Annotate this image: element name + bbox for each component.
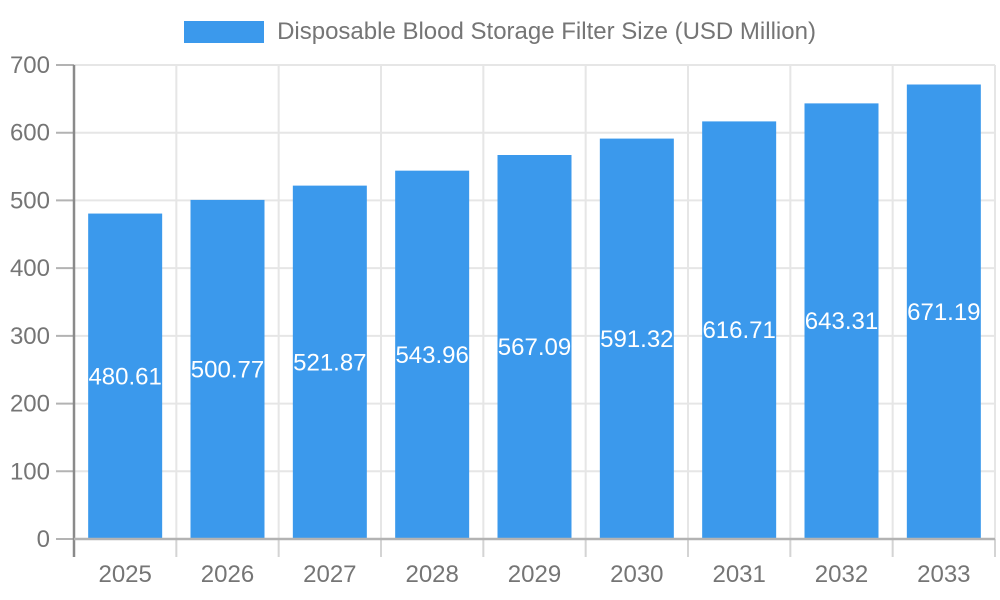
legend[interactable]: Disposable Blood Storage Filter Size (US… — [0, 0, 1000, 64]
x-tick-label: 2028 — [405, 561, 458, 588]
x-tick-label: 2033 — [917, 561, 970, 588]
y-tick-label: 200 — [10, 391, 50, 418]
bar-2029[interactable] — [497, 154, 572, 539]
x-tick-label: 2030 — [610, 561, 663, 588]
bar-2032[interactable] — [804, 103, 879, 539]
x-tick-label: 2029 — [508, 561, 561, 588]
bar-value-label: 500.77 — [191, 356, 264, 383]
bar-value-label: 521.87 — [293, 349, 366, 376]
bar-value-label: 543.96 — [395, 342, 468, 369]
x-tick-label: 2025 — [98, 561, 151, 588]
bar-value-label: 591.32 — [600, 326, 673, 353]
y-tick-label: 400 — [10, 255, 50, 282]
y-tick-label: 700 — [10, 52, 50, 79]
bar-value-label: 616.71 — [702, 317, 775, 344]
legend-label: Disposable Blood Storage Filter Size (US… — [277, 18, 816, 45]
bar-2025[interactable] — [88, 213, 163, 540]
x-tick-label: 2032 — [815, 561, 868, 588]
bar-2033[interactable] — [906, 84, 981, 539]
bar-value-label: 643.31 — [805, 308, 878, 335]
bar-2026[interactable] — [190, 199, 265, 539]
bar-value-label: 567.09 — [498, 334, 571, 361]
legend-color-box — [184, 21, 265, 43]
y-tick-label: 600 — [10, 120, 50, 147]
bar-value-label: 671.19 — [907, 299, 980, 326]
x-tick-label: 2026 — [201, 561, 254, 588]
y-tick-label: 500 — [10, 187, 50, 214]
y-tick-label: 0 — [37, 526, 50, 553]
bar-2027[interactable] — [292, 185, 367, 540]
bar-2030[interactable] — [599, 138, 674, 539]
bar-value-label: 480.61 — [88, 363, 161, 390]
x-tick-label: 2031 — [712, 561, 765, 588]
bar-2028[interactable] — [395, 170, 470, 539]
y-tick-label: 100 — [10, 458, 50, 485]
bar-2031[interactable] — [702, 121, 777, 539]
x-tick-label: 2027 — [303, 561, 356, 588]
y-tick-label: 300 — [10, 323, 50, 350]
